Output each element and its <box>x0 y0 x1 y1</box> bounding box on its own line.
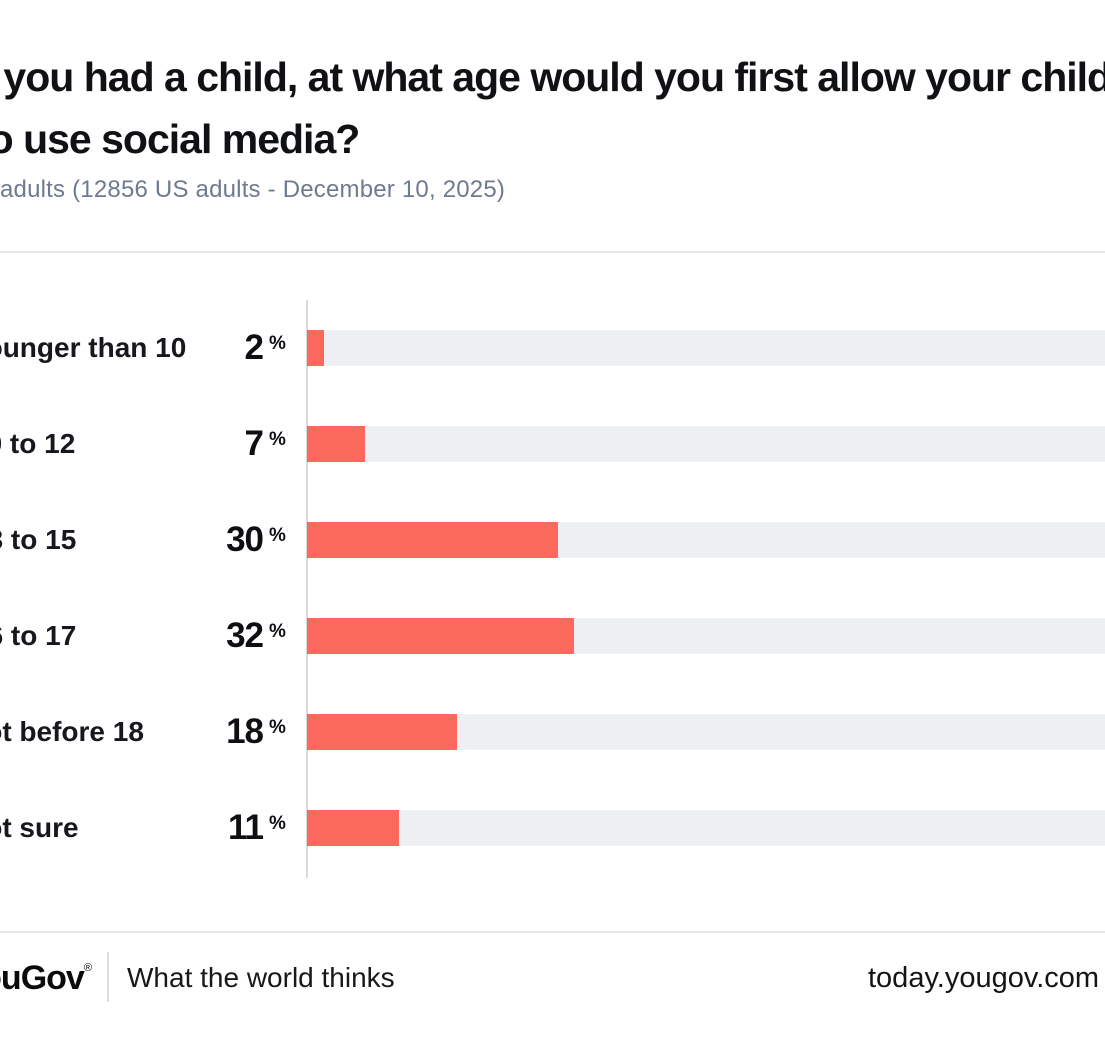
percent-sign: % <box>269 717 286 738</box>
percent-sign: % <box>269 525 286 546</box>
category-label: Not sure <box>0 812 79 843</box>
yougov-logo-text: YouGov <box>0 959 85 997</box>
chart-title-line1: If you had a child, at what age would yo… <box>0 54 1105 100</box>
bar <box>307 330 324 366</box>
percent-sign: % <box>269 813 286 834</box>
percent-sign: % <box>269 429 286 450</box>
bar <box>307 714 458 750</box>
footer-divider <box>0 931 1105 933</box>
y-axis-line <box>306 300 308 878</box>
bar <box>307 426 366 462</box>
bar-track <box>307 714 1105 750</box>
header-divider <box>0 251 1105 253</box>
value-label: 2 <box>244 328 264 367</box>
value-label: 18 <box>226 712 264 751</box>
footer-vertical-divider <box>107 952 109 1002</box>
chart-row: 16 to 17 32 % <box>0 618 1105 654</box>
bar-track <box>307 810 1105 846</box>
bar <box>307 522 558 558</box>
category-label: Not before 18 <box>0 716 144 747</box>
bar <box>307 618 575 654</box>
bar-track <box>307 330 1105 366</box>
footer-site-url: today.yougov.com <box>868 962 1100 994</box>
category-label: 10 to 12 <box>0 428 76 459</box>
registered-trademark-icon: ® <box>83 962 92 974</box>
category-label: Younger than 10 <box>0 332 187 363</box>
value-label: 7 <box>244 424 264 463</box>
bar-track <box>307 522 1105 558</box>
value-label: 11 <box>228 808 264 847</box>
value-label: 30 <box>226 520 264 559</box>
chart-title-line2: to use social media? <box>0 116 360 162</box>
chart-row: Younger than 10 2 % <box>0 330 1105 366</box>
bar-track <box>307 618 1105 654</box>
chart-row: Not before 18 18 % <box>0 714 1105 750</box>
yougov-logo: YouGov ® <box>0 958 92 998</box>
category-label: 13 to 15 <box>0 524 77 555</box>
chart-subtitle: adults (12856 US adults - December 10, 2… <box>0 176 506 203</box>
footer-tagline: What the world thinks <box>127 962 395 993</box>
chart-row: 13 to 15 30 % <box>0 522 1105 558</box>
category-label: 16 to 17 <box>0 620 77 651</box>
chart-row: Not sure 11 % <box>0 810 1105 846</box>
bar-track <box>307 426 1105 462</box>
bar-chart: Younger than 10 2 % 10 to 12 7 % 13 to 1… <box>0 330 1105 906</box>
percent-sign: % <box>269 333 286 354</box>
chart-row: 10 to 12 7 % <box>0 426 1105 462</box>
percent-sign: % <box>269 621 286 642</box>
bar <box>307 810 399 846</box>
value-label: 32 <box>226 616 264 655</box>
